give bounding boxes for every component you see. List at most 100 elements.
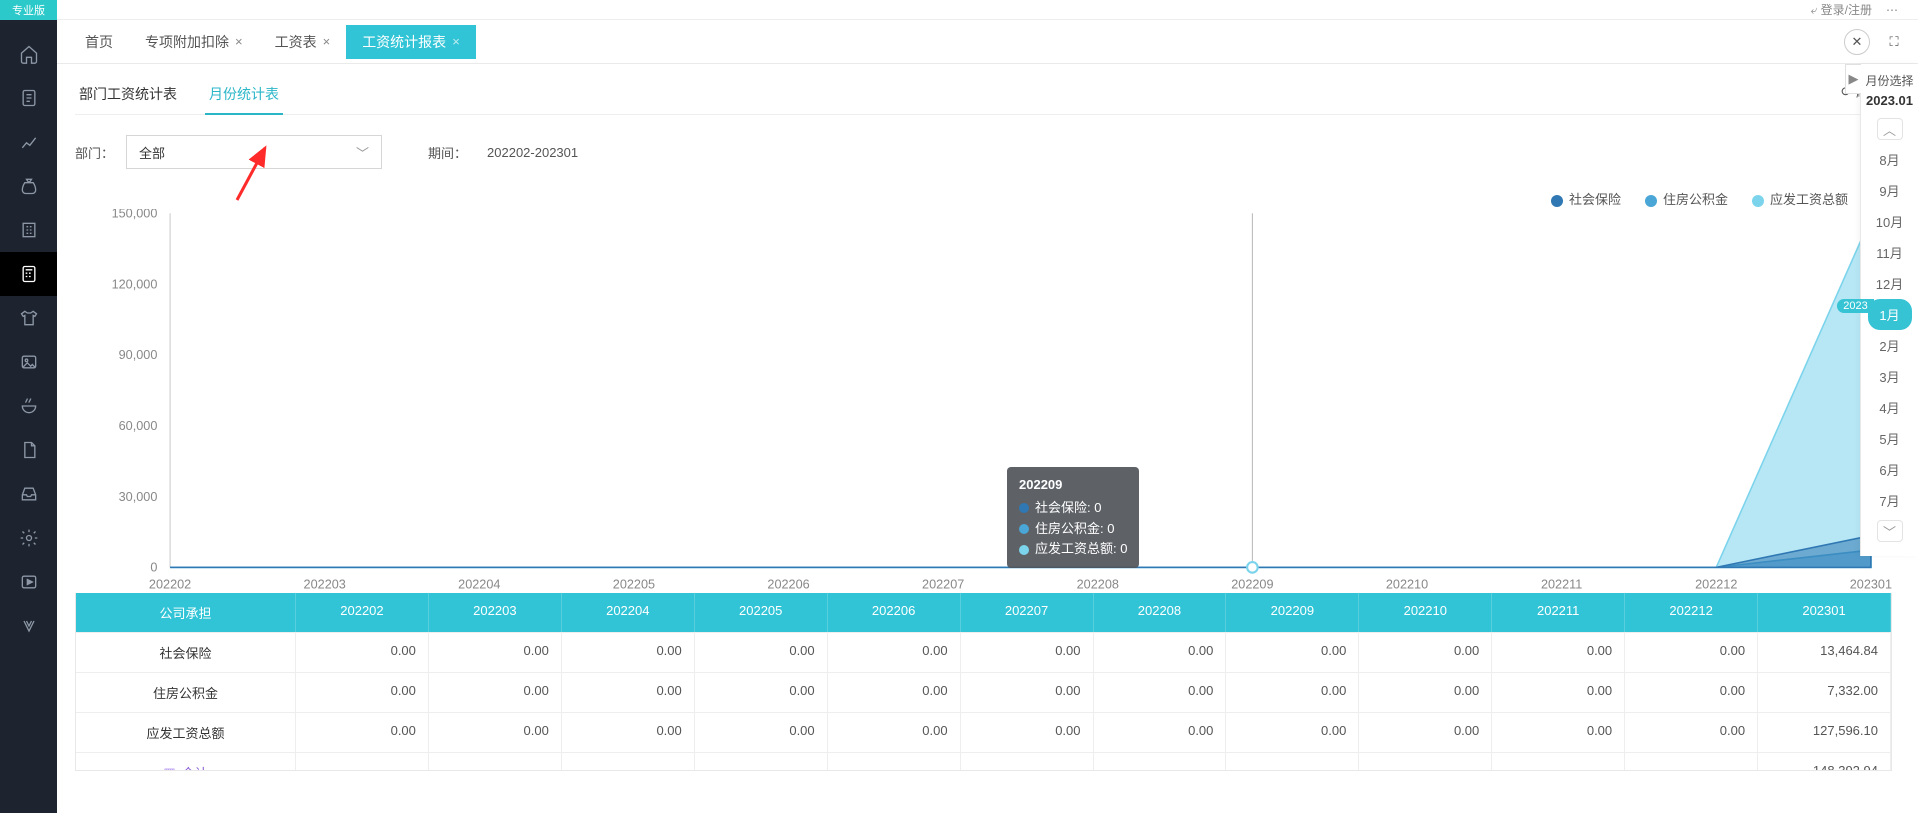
svg-text:202204: 202204	[458, 577, 500, 591]
chart-legend: 社会保险 住房公积金 应发工资总额	[1551, 189, 1848, 208]
dept-label: 部门：	[75, 143, 114, 162]
report-subtabs: 部门工资统计表 月份统计表	[75, 76, 1892, 115]
svg-text:202209: 202209	[1231, 577, 1273, 591]
sidebar-file[interactable]	[0, 428, 57, 472]
month-item[interactable]: 10月	[1868, 206, 1912, 237]
table-cell: 0.00	[961, 632, 1094, 672]
table-cell	[429, 752, 562, 770]
table-cell: 0.00	[961, 712, 1094, 752]
table-cell	[828, 752, 961, 770]
panel-collapse-button[interactable]: ▶	[1845, 64, 1861, 94]
table-cell	[296, 752, 429, 770]
sidebar-doc[interactable]	[0, 76, 57, 120]
table-cell: 0.00	[562, 672, 695, 712]
month-item[interactable]: 11月	[1868, 237, 1912, 268]
sidebar-salary[interactable]	[0, 252, 57, 296]
tab-salary-sheet[interactable]: 工资表×	[259, 25, 347, 59]
sidebar-home[interactable]	[0, 32, 57, 76]
topbar-dots[interactable]: ⋯	[1886, 3, 1898, 17]
table-cell: 0.00	[695, 672, 828, 712]
month-item[interactable]: 8月	[1868, 144, 1912, 175]
legend-item[interactable]: 住房公积金	[1645, 189, 1728, 208]
table-cell: 0.00	[1226, 712, 1359, 752]
sidebar-money[interactable]	[0, 164, 57, 208]
svg-text:150,000: 150,000	[112, 209, 158, 220]
month-item[interactable]: 2月	[1868, 330, 1912, 361]
tab-salary-report[interactable]: 工资统计报表×	[346, 25, 476, 59]
table-cell: 0.00	[828, 632, 961, 672]
table-cell: 0.00	[695, 632, 828, 672]
close-icon[interactable]: ×	[235, 34, 243, 49]
table-cell	[1226, 752, 1359, 770]
home-icon	[19, 44, 39, 64]
month-item[interactable]: 12月	[1868, 268, 1912, 299]
sum-icon: ▦	[163, 765, 175, 771]
table-cell: 0.00	[429, 632, 562, 672]
sidebar-image[interactable]	[0, 340, 57, 384]
svg-text:60,000: 60,000	[119, 419, 158, 433]
chart-canvas[interactable]: 150,000120,00090,00060,00030,00002022022…	[75, 209, 1892, 599]
close-icon[interactable]: ×	[452, 34, 460, 49]
sidebar-chart[interactable]	[0, 120, 57, 164]
month-item[interactable]: 1月	[1868, 299, 1912, 330]
table-cell: 0.00	[1094, 712, 1227, 752]
sidebar-gear[interactable]	[0, 516, 57, 560]
login-link[interactable]: ⤶ 登录/注册	[1811, 1, 1872, 18]
svg-text:120,000: 120,000	[112, 277, 158, 291]
play-icon	[19, 572, 39, 592]
svg-text:202207: 202207	[922, 577, 964, 591]
svg-text:202210: 202210	[1386, 577, 1428, 591]
calculator-icon	[19, 264, 39, 284]
sidebar-building[interactable]	[0, 208, 57, 252]
month-item[interactable]: 7月	[1868, 485, 1912, 516]
edition-badge: 专业版	[0, 0, 57, 20]
table-cell: 0.00	[1625, 632, 1758, 672]
close-all-tabs-button[interactable]: ✕	[1844, 29, 1870, 55]
month-scroll-down[interactable]: ﹀	[1877, 520, 1903, 542]
table-cell: 0.00	[296, 672, 429, 712]
tab-special-deduction[interactable]: 专项附加扣除×	[129, 25, 259, 59]
month-item[interactable]: 5月	[1868, 423, 1912, 454]
sidebar-v[interactable]	[0, 604, 57, 648]
table-cell: 127,596.10	[1758, 712, 1891, 752]
inbox-icon	[19, 484, 39, 504]
svg-text:202208: 202208	[1077, 577, 1119, 591]
legend-item[interactable]: 应发工资总额	[1752, 189, 1848, 208]
sidebar-shirt[interactable]	[0, 296, 57, 340]
table-cell: 0.00	[296, 632, 429, 672]
dept-select[interactable]: 全部 ﹀	[126, 135, 382, 169]
sidebar-play[interactable]	[0, 560, 57, 604]
sidebar-inbox[interactable]	[0, 472, 57, 516]
table-cell	[961, 752, 1094, 770]
month-year-flag: 2023	[1837, 299, 1873, 313]
table-row: 应发工资总额0.000.000.000.000.000.000.000.000.…	[76, 712, 1891, 752]
fullscreen-button[interactable]: ⛶	[1884, 32, 1904, 52]
svg-text:202206: 202206	[767, 577, 809, 591]
left-sidebar: 专业版	[0, 0, 57, 813]
period-label: 期间：	[428, 143, 467, 162]
table-row-label: 住房公积金	[76, 672, 296, 712]
table-row: 社会保险0.000.000.000.000.000.000.000.000.00…	[76, 632, 1891, 672]
svg-text:30,000: 30,000	[119, 490, 158, 504]
legend-item[interactable]: 社会保险	[1551, 189, 1621, 208]
month-scroll-up[interactable]: ︿	[1877, 118, 1903, 140]
month-item[interactable]: 6月	[1868, 454, 1912, 485]
month-item[interactable]: 3月	[1868, 361, 1912, 392]
table-cell: 0.00	[1226, 672, 1359, 712]
table-cell: 13,464.84	[1758, 632, 1891, 672]
table-cell	[695, 752, 828, 770]
table-cell: 0.00	[695, 712, 828, 752]
subtab-month-report[interactable]: 月份统计表	[205, 76, 283, 114]
chevron-down-icon: ﹀	[356, 143, 369, 162]
subtab-dept-report[interactable]: 部门工资统计表	[75, 76, 181, 114]
shirt-icon	[19, 308, 39, 328]
month-item[interactable]: 4月	[1868, 392, 1912, 423]
table-cell: 7,332.00	[1758, 672, 1891, 712]
month-item[interactable]: 9月	[1868, 175, 1912, 206]
tab-home[interactable]: 首页	[69, 25, 129, 59]
close-icon[interactable]: ×	[323, 34, 331, 49]
sidebar-bowl[interactable]	[0, 384, 57, 428]
svg-text:202202: 202202	[149, 577, 191, 591]
table-cell: 0.00	[296, 712, 429, 752]
table-cell	[1359, 752, 1492, 770]
